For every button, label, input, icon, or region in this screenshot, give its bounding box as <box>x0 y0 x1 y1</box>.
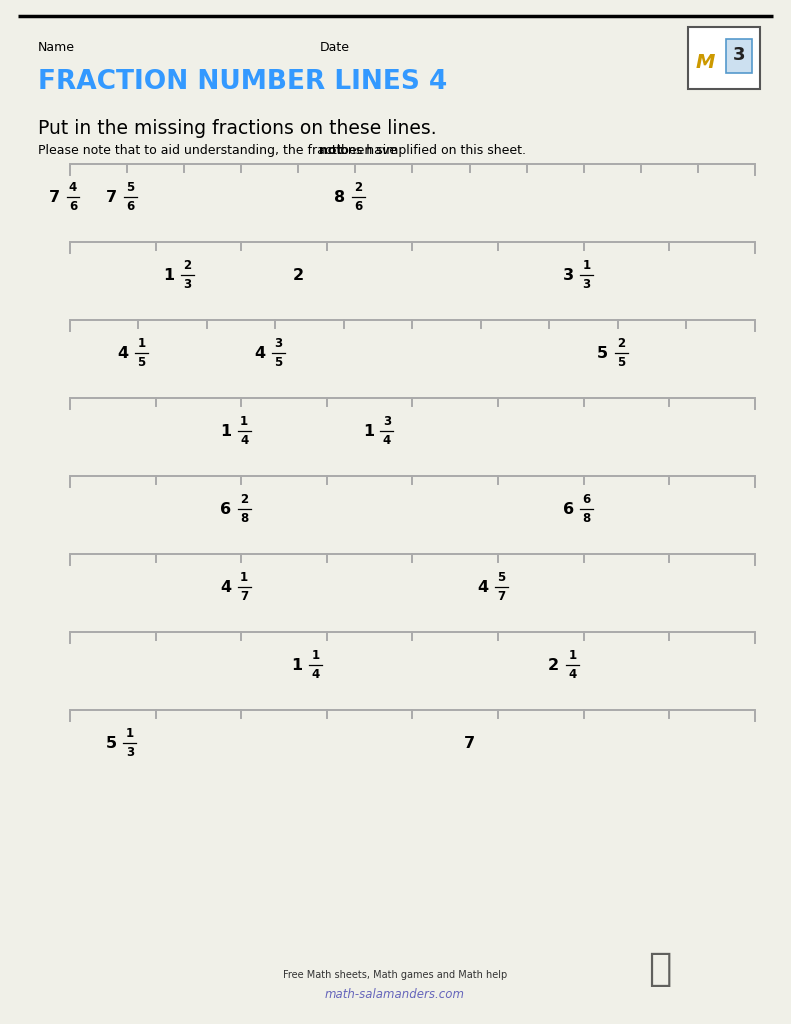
Text: 2: 2 <box>354 181 362 194</box>
Text: 2: 2 <box>184 259 191 272</box>
Text: 3: 3 <box>583 278 591 291</box>
Text: 1: 1 <box>291 657 302 673</box>
Text: 7: 7 <box>497 590 505 603</box>
Text: Name: Name <box>38 41 75 54</box>
Text: 1: 1 <box>568 649 577 662</box>
Text: 8: 8 <box>240 512 248 525</box>
Text: M: M <box>695 52 715 72</box>
Text: 5: 5 <box>617 356 625 369</box>
Text: 2: 2 <box>617 337 625 350</box>
Text: Please note that to aid understanding, the fractions have: Please note that to aid understanding, t… <box>38 144 401 157</box>
Text: 1: 1 <box>240 415 248 428</box>
Text: 8: 8 <box>335 189 346 205</box>
Text: 6: 6 <box>220 502 231 516</box>
Text: FRACTION NUMBER LINES 4: FRACTION NUMBER LINES 4 <box>38 69 447 95</box>
Text: 5: 5 <box>126 181 134 194</box>
Text: 1: 1 <box>583 259 591 272</box>
Text: 4: 4 <box>240 434 248 447</box>
Text: 1: 1 <box>240 571 248 584</box>
Text: math-salamanders.com: math-salamanders.com <box>325 987 465 1000</box>
Text: 4: 4 <box>312 668 320 681</box>
Text: 4: 4 <box>69 181 78 194</box>
Text: 6: 6 <box>562 502 573 516</box>
Text: 2: 2 <box>293 267 304 283</box>
Text: 4: 4 <box>383 434 391 447</box>
Text: 1: 1 <box>363 424 374 438</box>
Text: 4: 4 <box>255 345 266 360</box>
Text: 1: 1 <box>312 649 320 662</box>
Text: 6: 6 <box>583 493 591 506</box>
Text: 2: 2 <box>548 657 559 673</box>
Text: 5: 5 <box>497 571 505 584</box>
FancyBboxPatch shape <box>726 39 752 73</box>
Text: Put in the missing fractions on these lines.: Put in the missing fractions on these li… <box>38 119 437 138</box>
Text: 4: 4 <box>477 580 488 595</box>
Text: 6: 6 <box>69 200 78 213</box>
FancyBboxPatch shape <box>688 27 760 89</box>
Text: 7: 7 <box>240 590 248 603</box>
Text: 7: 7 <box>49 189 60 205</box>
Text: 4: 4 <box>220 580 231 595</box>
Text: 3: 3 <box>562 267 573 283</box>
Text: 3: 3 <box>274 337 282 350</box>
Text: 5: 5 <box>597 345 608 360</box>
Text: 3: 3 <box>383 415 391 428</box>
Text: 🦎: 🦎 <box>649 950 672 988</box>
Text: 1: 1 <box>126 727 134 740</box>
Text: 1: 1 <box>138 337 146 350</box>
Text: 7: 7 <box>106 189 117 205</box>
Text: 3: 3 <box>184 278 191 291</box>
Text: 5: 5 <box>106 735 117 751</box>
Text: 6: 6 <box>126 200 134 213</box>
Text: 1: 1 <box>163 267 174 283</box>
Text: 3: 3 <box>126 746 134 759</box>
Text: Date: Date <box>320 41 350 54</box>
Text: not: not <box>320 144 343 157</box>
Text: 3: 3 <box>732 46 745 65</box>
Text: 7: 7 <box>464 735 475 751</box>
Text: 1: 1 <box>220 424 231 438</box>
Text: Free Math sheets, Math games and Math help: Free Math sheets, Math games and Math he… <box>283 970 507 980</box>
Text: been simplified on this sheet.: been simplified on this sheet. <box>337 144 526 157</box>
Text: 5: 5 <box>138 356 146 369</box>
Text: 2: 2 <box>240 493 248 506</box>
Text: 4: 4 <box>117 345 128 360</box>
Text: 4: 4 <box>568 668 577 681</box>
Text: 8: 8 <box>583 512 591 525</box>
Text: 6: 6 <box>354 200 362 213</box>
Text: 5: 5 <box>274 356 282 369</box>
